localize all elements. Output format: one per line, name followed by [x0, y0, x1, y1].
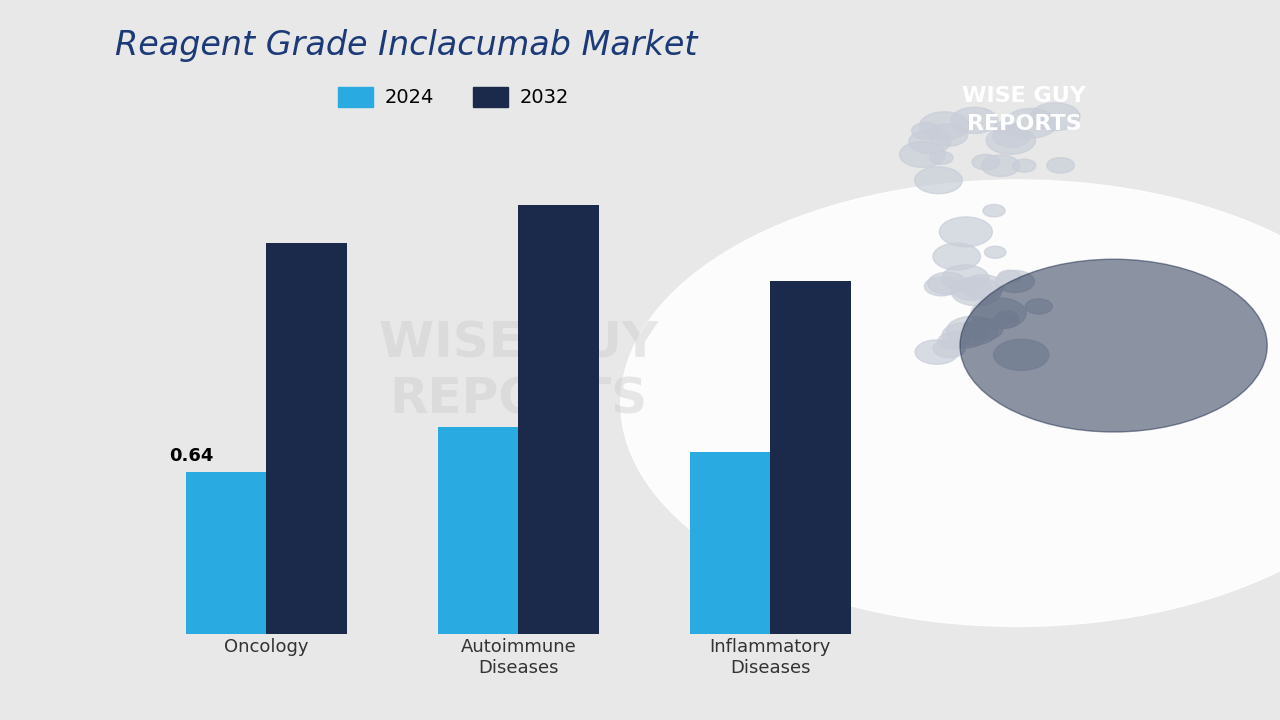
Circle shape — [621, 180, 1280, 626]
Text: WISE GUY
REPORTS: WISE GUY REPORTS — [963, 86, 1085, 135]
Circle shape — [995, 121, 1018, 135]
Circle shape — [919, 112, 969, 140]
Circle shape — [928, 272, 968, 294]
Circle shape — [984, 246, 1006, 258]
Circle shape — [982, 155, 1020, 176]
Circle shape — [951, 107, 997, 133]
Circle shape — [915, 167, 963, 194]
Circle shape — [909, 130, 951, 153]
Circle shape — [986, 127, 1036, 154]
Bar — [438, 427, 518, 634]
Circle shape — [1047, 158, 1074, 173]
Circle shape — [961, 275, 1004, 299]
Circle shape — [993, 313, 1019, 328]
Circle shape — [946, 316, 998, 346]
Circle shape — [928, 124, 968, 146]
Circle shape — [964, 318, 1002, 340]
Circle shape — [972, 154, 1000, 170]
Bar — [186, 472, 266, 634]
Text: Reagent Grade Inclacumab Market: Reagent Grade Inclacumab Market — [115, 29, 698, 62]
Circle shape — [938, 332, 969, 349]
Circle shape — [996, 271, 1034, 292]
Circle shape — [993, 339, 1048, 370]
Circle shape — [993, 126, 1030, 147]
Text: WISE GUY
REPORTS: WISE GUY REPORTS — [379, 320, 658, 423]
Bar — [771, 281, 851, 634]
Bar — [690, 452, 771, 634]
Circle shape — [952, 278, 992, 300]
Bar — [266, 243, 347, 634]
Circle shape — [1030, 103, 1080, 130]
Circle shape — [1005, 109, 1057, 138]
Circle shape — [998, 270, 1020, 283]
Circle shape — [972, 298, 1027, 329]
Circle shape — [929, 151, 954, 164]
Circle shape — [942, 323, 987, 348]
Circle shape — [940, 217, 992, 247]
Circle shape — [942, 265, 988, 291]
Circle shape — [924, 277, 957, 296]
Circle shape — [951, 277, 1001, 306]
Circle shape — [1025, 299, 1052, 314]
Legend: 2024, 2032: 2024, 2032 — [330, 79, 577, 115]
Circle shape — [983, 204, 1005, 217]
Circle shape — [1012, 159, 1036, 172]
Circle shape — [915, 340, 959, 364]
Circle shape — [996, 310, 1019, 323]
Circle shape — [933, 340, 965, 358]
Text: 0.64: 0.64 — [169, 446, 214, 465]
Circle shape — [933, 243, 980, 270]
Circle shape — [911, 122, 941, 139]
Circle shape — [960, 259, 1267, 432]
Circle shape — [900, 142, 946, 167]
Bar — [518, 205, 599, 634]
